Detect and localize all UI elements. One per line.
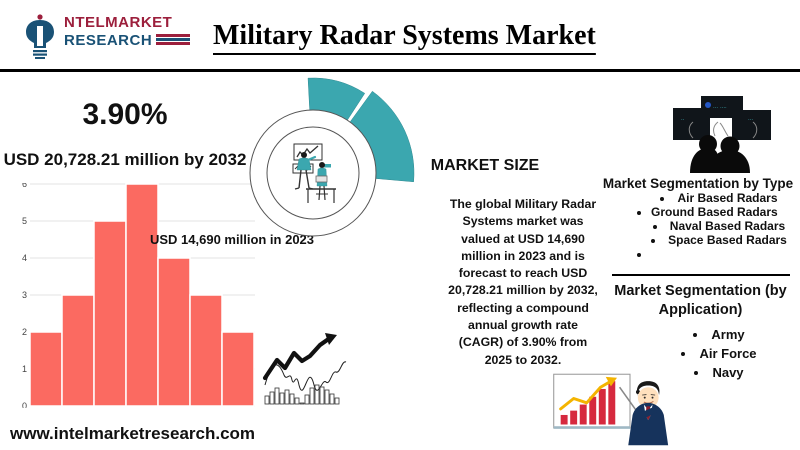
svg-text:...: ... — [713, 104, 718, 110]
svg-text:...: ... — [748, 116, 753, 122]
svg-text:0: 0 — [22, 401, 27, 408]
svg-text:4: 4 — [22, 253, 27, 263]
svg-text:1: 1 — [22, 364, 27, 374]
svg-text:2: 2 — [22, 327, 27, 337]
svg-text:5: 5 — [22, 216, 27, 226]
svg-text:6: 6 — [22, 183, 27, 189]
svg-text:..: .. — [681, 116, 685, 122]
svg-text:3: 3 — [22, 290, 27, 300]
svg-text:....: .... — [720, 104, 727, 110]
